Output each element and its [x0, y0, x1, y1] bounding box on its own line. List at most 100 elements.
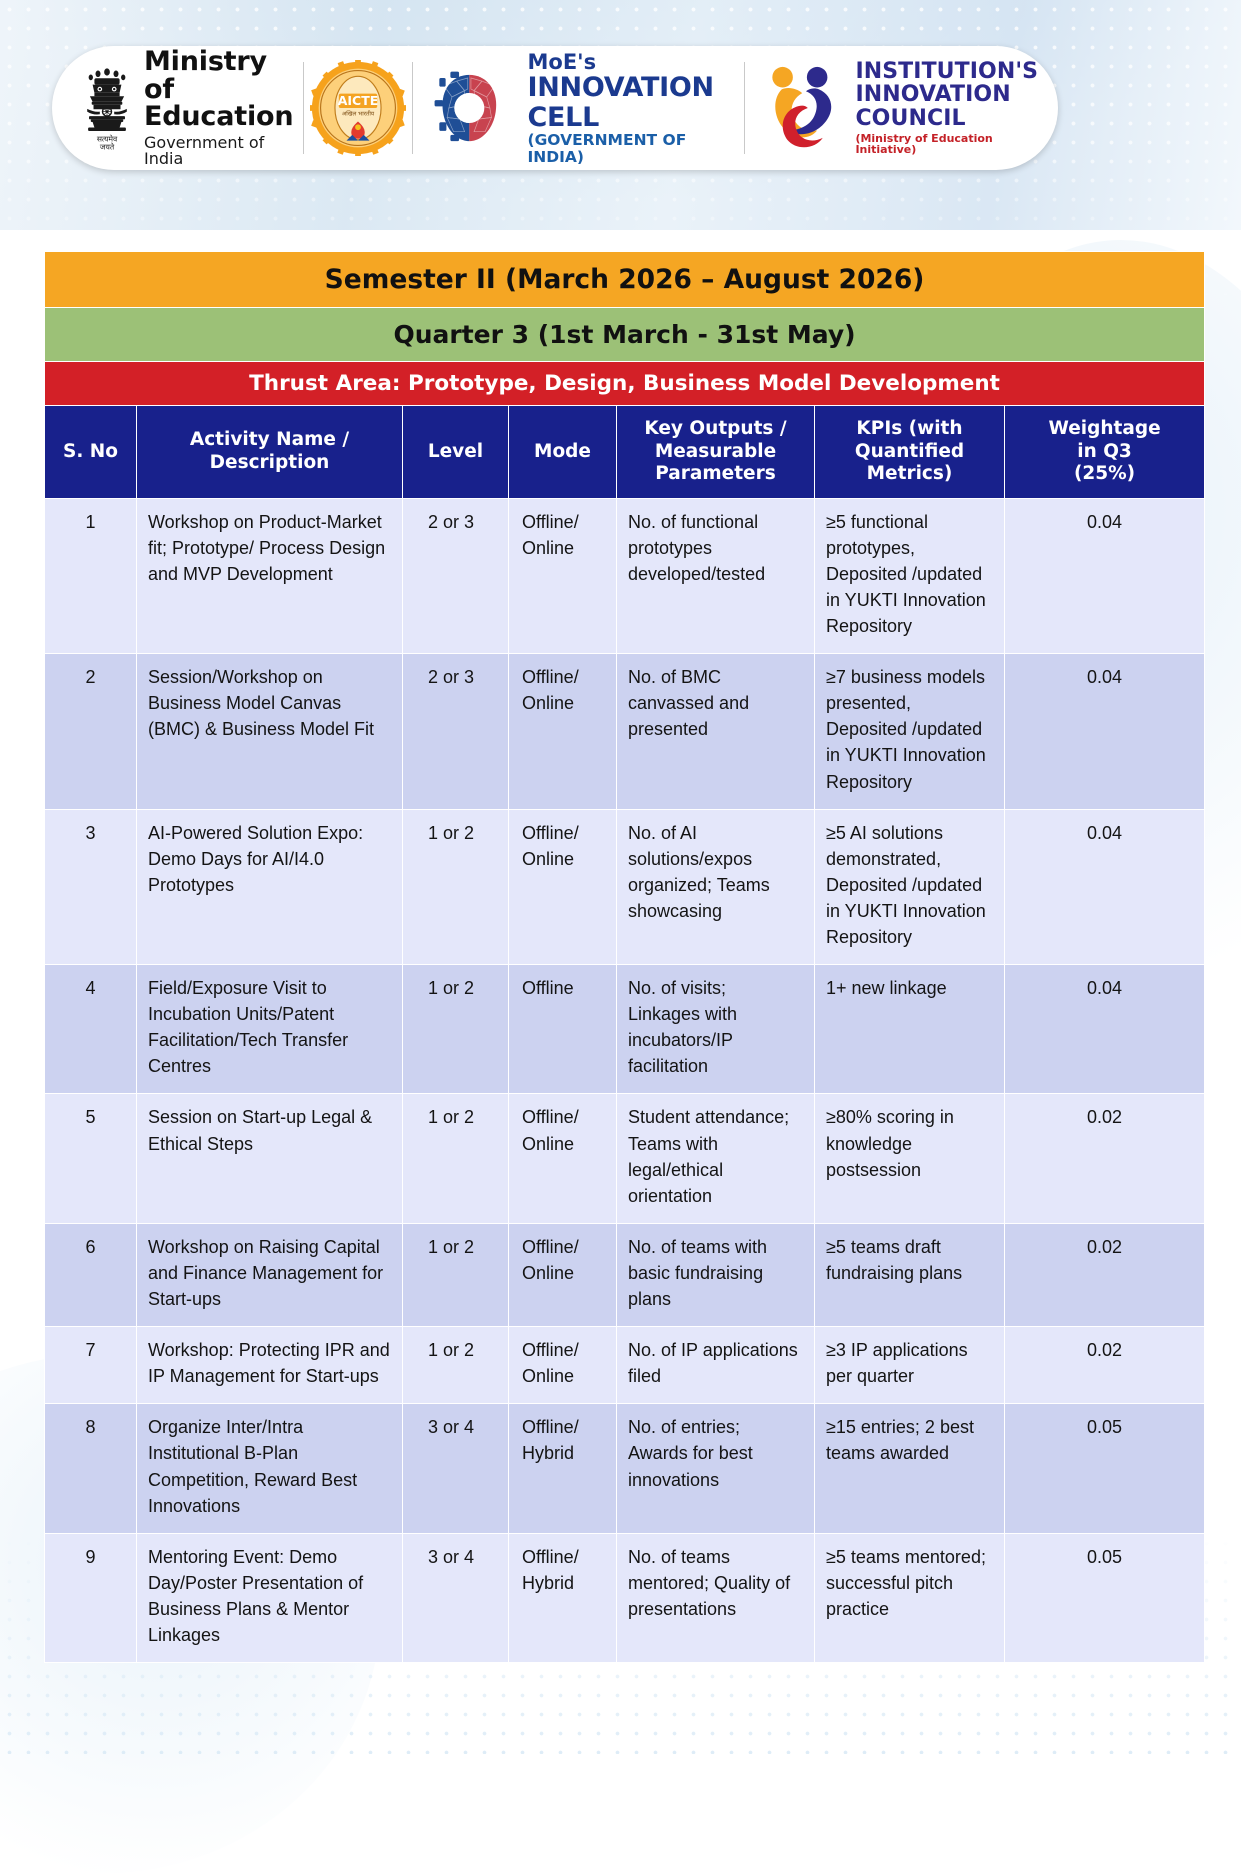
cell-level: 1 or 2: [402, 1093, 509, 1224]
cell-kpis: ≥3 IP applications per quarter: [814, 1326, 1005, 1405]
logo-divider-1: [303, 62, 305, 154]
logo-divider-2: [412, 62, 414, 154]
semester-banner-row: Semester II (March 2026 – August 2026): [43, 251, 1206, 308]
svg-text:सत्यमेव: सत्यमेव: [97, 134, 118, 143]
cell-activity: Workshop on Product-Market fit; Prototyp…: [136, 497, 403, 655]
iic-emblem-icon: [772, 66, 832, 148]
activity-plan-table-wrapper: Semester II (March 2026 – August 2026) Q…: [43, 251, 1206, 1664]
cell-sno: 1: [44, 497, 137, 655]
cell-sno: 8: [44, 1403, 137, 1534]
cell-sno: 7: [44, 1326, 137, 1405]
table-row: 5 Session on Start-up Legal & Ethical Ste…: [44, 1093, 1206, 1224]
cell-mode: Offline/ Online: [508, 653, 617, 810]
cell-sno: 3: [44, 808, 137, 966]
column-header-key-outputs-line-3: Parameters: [655, 463, 776, 485]
column-header-weightage: Weightage in Q3 (25%): [1003, 405, 1206, 499]
cell-key-outputs: No. of BMC canvassed and presented: [616, 653, 815, 810]
cell-level: 1 or 2: [402, 808, 509, 966]
cell-level: 1 or 2: [402, 964, 509, 1095]
table-header-row: S. No Activity Name / Description Level …: [44, 405, 1206, 499]
quarter-banner-row: Quarter 3 (1st March - 31st May): [43, 307, 1206, 362]
cell-weightage: 0.02: [1003, 1093, 1206, 1224]
table-row: 2 Session/Workshop on Business Model Canv…: [44, 653, 1206, 810]
cell-mode: Offline/ Hybrid: [508, 1532, 617, 1664]
cell-key-outputs: No. of functional prototypes developed/t…: [616, 497, 815, 655]
logo-ministry-of-education: सत्यमेव जयते Ministry of Education Gover…: [74, 48, 297, 167]
column-header-weightage-line-2: in Q3: [1077, 440, 1132, 462]
cell-weightage: 0.04: [1003, 653, 1206, 810]
cell-mode: Offline: [508, 964, 617, 1095]
column-header-level-line-1: Level: [427, 440, 484, 462]
cell-level: 2 or 3: [402, 497, 509, 655]
thrust-area-banner-row: Thrust Area: Prototype, Design, Business…: [43, 361, 1206, 406]
iic-line-3: COUNCIL: [855, 105, 966, 131]
column-header-kpis-line-1: KPIs (with: [856, 418, 963, 439]
cell-kpis: ≥15 entries; 2 best teams awarded: [814, 1403, 1005, 1534]
column-header-activity-line-1: Activity Name /: [189, 429, 350, 451]
cell-mode: Offline/ Online: [508, 1093, 617, 1224]
iic-line-2: INNOVATION: [855, 82, 1011, 108]
column-header-key-outputs: Key Outputs / Measurable Parameters: [616, 405, 815, 499]
mic-line-2: INNOVATION CELL: [527, 72, 715, 133]
cell-mode: Offline/ Online: [508, 1222, 617, 1328]
cell-key-outputs: No. of teams with basic fundraising plan…: [616, 1222, 815, 1328]
moe-line-1: Ministry of: [144, 46, 267, 105]
cell-kpis: ≥5 teams draft fundraising plans: [814, 1222, 1005, 1328]
cell-key-outputs: No. of teams mentored; Quality of presen…: [616, 1532, 815, 1664]
cell-weightage: 0.04: [1003, 808, 1206, 966]
cell-activity: AI-Powered Solution Expo: Demo Days for …: [136, 808, 403, 966]
thrust-area-banner: Thrust Area: Prototype, Design, Business…: [43, 361, 1206, 406]
table-row: 9 Mentoring Event: Demo Day/Poster Presen…: [44, 1532, 1206, 1664]
cell-kpis: 1+ new linkage: [814, 964, 1005, 1095]
quarter-banner: Quarter 3 (1st March - 31st May): [43, 307, 1206, 362]
cell-activity: Field/Exposure Visit to Incubation Units…: [136, 964, 403, 1095]
cell-weightage: 0.05: [1003, 1403, 1206, 1534]
activity-plan-table: Semester II (March 2026 – August 2026) Q…: [43, 251, 1206, 1664]
table-row: 7 Workshop: Protecting IPR and IP Managem…: [44, 1326, 1206, 1405]
column-header-mode: Mode: [508, 405, 617, 499]
semester-banner: Semester II (March 2026 – August 2026): [43, 251, 1206, 308]
cell-kpis: ≥7 business models presented, Deposited …: [814, 653, 1005, 810]
iic-subtitle: (Ministry of Education Initiative): [855, 131, 993, 157]
cell-level: 1 or 2: [402, 1222, 509, 1328]
cell-mode: Offline/ Hybrid: [508, 1403, 617, 1534]
logo-moe-innovation-cell: MoE's INNOVATION CELL (GOVERNMENT OF IND…: [419, 51, 738, 165]
innovation-cell-brain-gear-icon: [434, 71, 497, 142]
column-header-kpis-line-3: Metrics): [866, 463, 953, 485]
column-header-sno-line-1: S. No: [63, 440, 118, 462]
logo-divider-3: [744, 62, 746, 154]
cell-kpis: ≥5 functional prototypes, Deposited /upd…: [814, 497, 1005, 655]
column-header-weightage-line-3: (25%): [1073, 463, 1136, 485]
iic-line-1: INSTITUTION'S: [855, 58, 1039, 84]
cell-weightage: 0.05: [1003, 1532, 1206, 1664]
svg-text:अखिल भारतीय: अखिल भारतीय: [342, 110, 375, 118]
svg-text:AICTE: AICTE: [338, 93, 378, 108]
table-row: 3 AI-Powered Solution Expo: Demo Days for…: [44, 808, 1206, 966]
column-header-kpis-line-2: Quantified: [854, 440, 965, 462]
cell-sno: 4: [44, 964, 137, 1095]
table-row: 4 Field/Exposure Visit to Incubation Unit…: [44, 964, 1206, 1095]
cell-level: 2 or 3: [402, 653, 509, 810]
column-header-weightage-line-1: Weightage: [1048, 418, 1161, 439]
column-header-activity: Activity Name / Description: [136, 405, 403, 499]
cell-level: 3 or 4: [402, 1403, 509, 1534]
logo-bar: सत्यमेव जयते Ministry of Education Gover…: [52, 46, 1058, 170]
cell-activity: Session/Workshop on Business Model Canva…: [136, 653, 403, 810]
mic-line-1: MoE's: [527, 49, 597, 74]
cell-key-outputs: No. of AI solutions/expos organized; Tea…: [616, 808, 815, 966]
moe-line-3: Government of India: [144, 132, 265, 169]
cell-key-outputs: Student attendance; Teams with legal/eth…: [616, 1093, 815, 1224]
cell-weightage: 0.04: [1003, 964, 1206, 1095]
cell-mode: Offline/ Online: [508, 808, 617, 966]
table-row: 1 Workshop on Product-Market fit; Prototy…: [44, 497, 1206, 655]
cell-key-outputs: No. of IP applications filed: [616, 1326, 815, 1405]
cell-mode: Offline/ Online: [508, 497, 617, 655]
cell-activity: Session on Start-up Legal & Ethical Step…: [136, 1093, 403, 1224]
cell-weightage: 0.02: [1003, 1222, 1206, 1328]
cell-sno: 6: [44, 1222, 137, 1328]
cell-weightage: 0.02: [1003, 1326, 1206, 1405]
cell-activity: Workshop: Protecting IPR and IP Manageme…: [136, 1326, 403, 1405]
cell-kpis: ≥80% scoring in knowledge postsession: [814, 1093, 1005, 1224]
cell-weightage: 0.04: [1003, 497, 1206, 655]
cell-level: 1 or 2: [402, 1326, 509, 1405]
